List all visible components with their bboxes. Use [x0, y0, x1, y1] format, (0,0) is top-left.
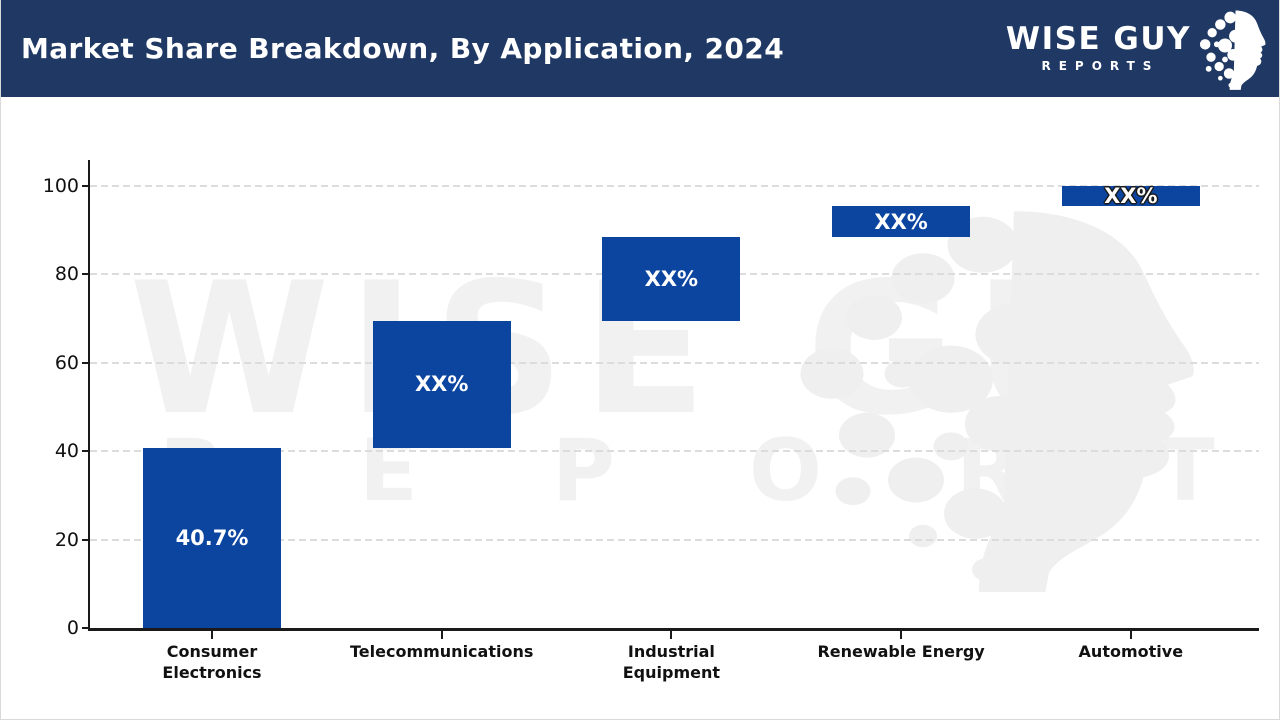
y-axis-tick: [82, 627, 90, 629]
x-axis-category-label-line: Telecommunications: [349, 642, 534, 661]
x-axis-category-label: Consumer Electronics: [97, 641, 327, 683]
x-axis-tick: [440, 631, 443, 639]
y-axis-tick: [82, 361, 90, 364]
x-axis-category-label-line: Equipment: [622, 663, 721, 682]
x-axis-line: [88, 628, 1259, 631]
logo-name: WISE GUY: [1005, 21, 1191, 57]
y-axis-tick: [82, 185, 90, 187]
y-axis-tick: [82, 273, 90, 276]
y-axis-tick-label: 80: [54, 263, 79, 286]
x-axis-tick: [211, 631, 213, 639]
y-axis-tick: [82, 538, 90, 541]
bar-consumer-electronics: [143, 448, 281, 628]
bar-value-label: XX%: [414, 372, 469, 397]
wiseguy-face-icon: [1197, 8, 1267, 90]
bar-automotive: [1061, 186, 1200, 206]
x-axis-category-label-line: Electronics: [162, 663, 262, 682]
logo-subtitle: REPORTS: [1041, 59, 1160, 73]
x-axis-category-label-line: Automotive: [1078, 642, 1184, 661]
header-bar: Market Share Breakdown, By Application, …: [1, 0, 1279, 97]
y-axis-tick-label: 0: [66, 617, 79, 639]
gridline-y40: [90, 450, 1259, 453]
page-title: Market Share Breakdown, By Application, …: [21, 32, 785, 65]
gridline-y60: [90, 361, 1259, 364]
x-axis-category-label-line: Renewable Energy: [817, 642, 985, 661]
x-axis-tick: [900, 631, 903, 639]
x-axis-category-label: Industrial Equipment: [556, 641, 786, 683]
x-axis-category-label: Renewable Energy: [786, 641, 1016, 662]
y-axis-tick-label: 60: [54, 351, 79, 374]
y-axis-line: [88, 160, 90, 631]
bar-value-label: XX%: [874, 209, 928, 234]
gridline-y100: [90, 185, 1259, 187]
x-axis-tick: [1129, 631, 1132, 639]
watermark-face-icon: [783, 200, 1203, 592]
bar-telecommunications: [372, 320, 511, 449]
bar-industrial-equipment: [602, 237, 741, 321]
logo-text: WISE GUY REPORTS: [1005, 21, 1191, 74]
bar-renewable-energy: [832, 205, 971, 238]
bar-value-label: 40.7%: [175, 526, 249, 551]
y-axis-tick-label: 20: [54, 528, 79, 551]
wiseguy-logo: WISE GUY REPORTS: [1006, 8, 1267, 90]
x-axis-tick: [670, 631, 673, 639]
y-axis-tick-label: 100: [42, 175, 79, 197]
x-axis-category-label: Automotive: [1016, 641, 1246, 662]
bar-value-label: XX%: [644, 267, 699, 292]
bar-value-label: XX%: [1104, 183, 1158, 208]
gridline-y20: [90, 538, 1259, 541]
x-axis-category-label-line: Industrial: [627, 642, 715, 661]
y-axis-tick: [82, 450, 90, 453]
x-axis-category-label-line: Consumer: [166, 642, 258, 661]
x-axis-category-label: Telecommunications: [327, 641, 557, 662]
y-axis-tick-label: 40: [54, 440, 79, 463]
